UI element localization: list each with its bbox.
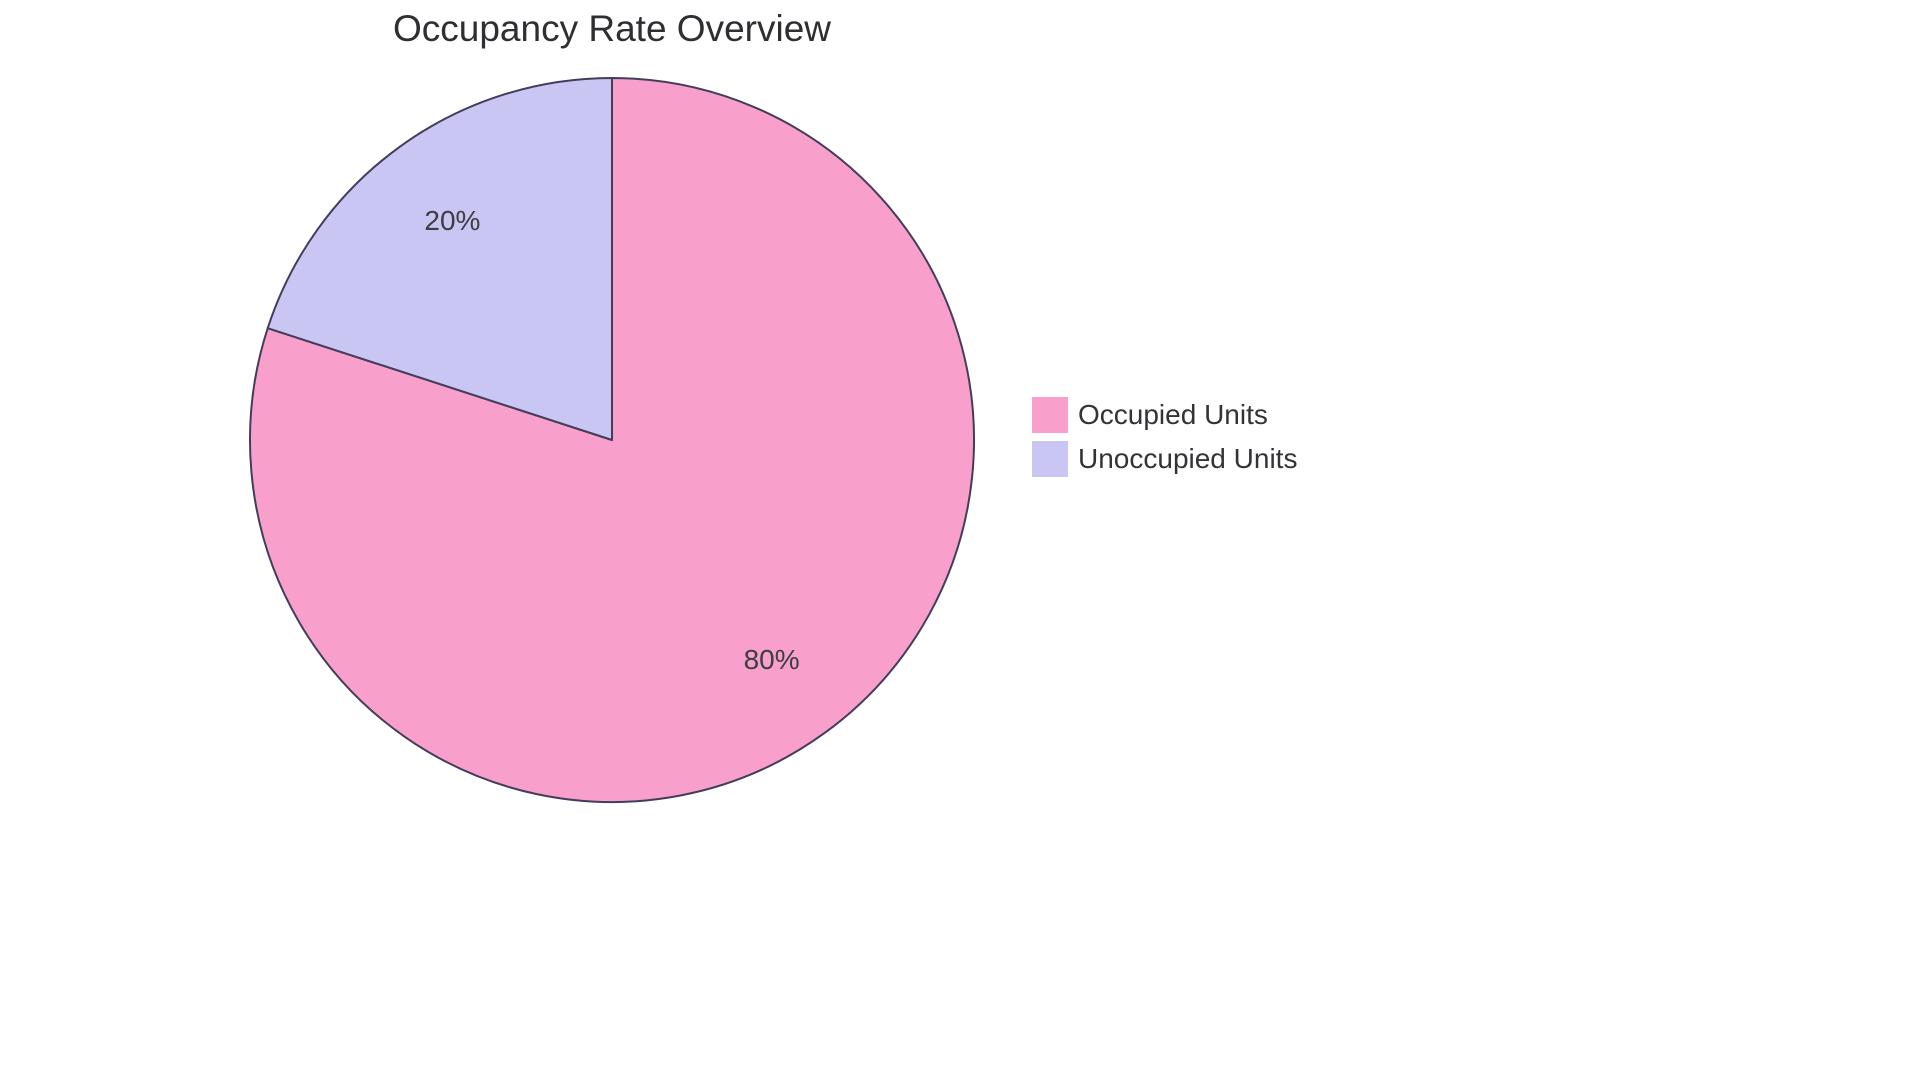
legend-label-occupied-units: Occupied Units bbox=[1078, 399, 1268, 430]
legend-item-unoccupied-units: Unoccupied Units bbox=[1032, 437, 1297, 481]
slice-percentage-label: 80% bbox=[744, 644, 800, 675]
chart-title: Occupancy Rate Overview bbox=[392, 8, 832, 49]
legend-swatch-occupied-units bbox=[1032, 397, 1068, 433]
legend-label-unoccupied-units: Unoccupied Units bbox=[1078, 443, 1298, 474]
legend-swatch-unoccupied-units bbox=[1032, 441, 1068, 477]
slice-percentage-label: 20% bbox=[424, 205, 480, 236]
legend: Occupied Units Unoccupied Units bbox=[1032, 393, 1297, 481]
pie-slice-unoccupied-units bbox=[266, 77, 613, 441]
legend-item-occupied-units: Occupied Units bbox=[1032, 393, 1297, 437]
